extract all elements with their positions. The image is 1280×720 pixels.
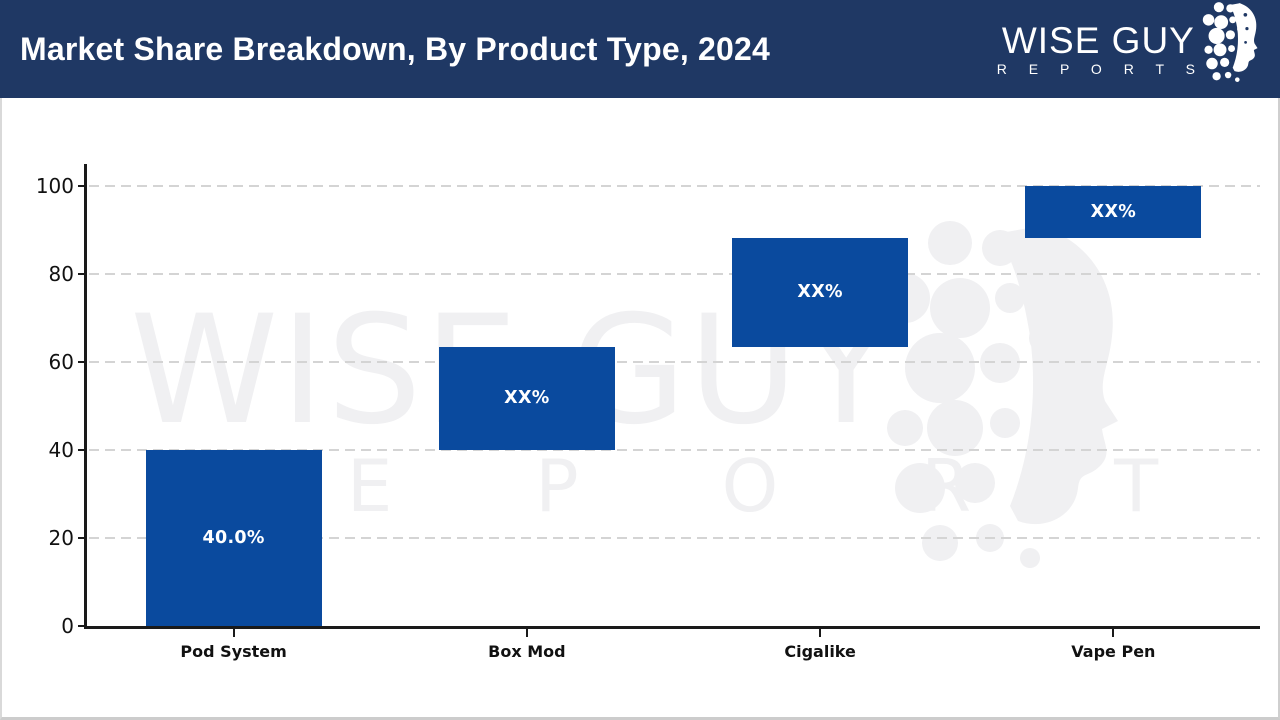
gridline-80	[89, 273, 1260, 275]
x-category-label-0: Pod System	[180, 642, 287, 661]
y-tick-label-60: 60	[48, 350, 74, 374]
x-category-label-1: Box Mod	[488, 642, 566, 661]
chart-panel: WISE GUY R E P O R T S 02040608010040.0%…	[0, 98, 1280, 720]
y-tick-label-40: 40	[48, 438, 74, 462]
dotted-head-logo-icon	[1198, 1, 1272, 97]
y-tick-label-20: 20	[48, 526, 74, 550]
header-bar: Market Share Breakdown, By Product Type,…	[0, 0, 1280, 98]
y-tick-60	[78, 361, 87, 363]
bar-vape-pen: XX%	[1025, 186, 1202, 238]
bar-value-label: XX%	[797, 282, 843, 303]
waterfall-chart: WISE GUY R E P O R T S 02040608010040.0%…	[2, 98, 1278, 717]
x-tick-3	[1112, 629, 1115, 637]
y-tick-label-0: 0	[61, 614, 74, 638]
bar-box-mod: XX%	[438, 346, 615, 450]
y-tick-20	[78, 537, 87, 539]
gridline-100	[89, 185, 1260, 187]
gridline-60	[89, 361, 1260, 363]
y-tick-label-100: 100	[35, 174, 74, 198]
brand-name: WISE GUY	[1001, 19, 1195, 61]
x-category-label-3: Vape Pen	[1071, 642, 1156, 661]
x-tick-0	[232, 629, 235, 637]
page-title: Market Share Breakdown, By Product Type,…	[20, 30, 770, 67]
bar-value-label: XX%	[504, 388, 550, 409]
bar-value-label: 40.0%	[202, 528, 265, 548]
brand-logo-text: WISE GUY R E P O R T S	[993, 19, 1204, 77]
brand-subname: R E P O R T S	[996, 60, 1204, 77]
gridline-20	[89, 537, 1260, 539]
gridline-40	[89, 449, 1260, 451]
y-tick-0	[78, 625, 87, 627]
x-tick-2	[819, 629, 822, 637]
y-axis-line	[84, 164, 87, 629]
x-axis-line	[84, 626, 1260, 629]
y-tick-40	[78, 449, 87, 451]
y-tick-label-80: 80	[48, 262, 74, 286]
x-category-label-2: Cigalike	[784, 642, 856, 661]
y-tick-100	[78, 185, 87, 187]
bar-cigalike: XX%	[732, 237, 909, 347]
x-tick-1	[525, 629, 528, 637]
brand-logo: WISE GUY R E P O R T S	[993, 1, 1280, 97]
y-tick-80	[78, 273, 87, 275]
bar-value-label: XX%	[1090, 201, 1137, 222]
bar-pod-system: 40.0%	[145, 450, 322, 626]
